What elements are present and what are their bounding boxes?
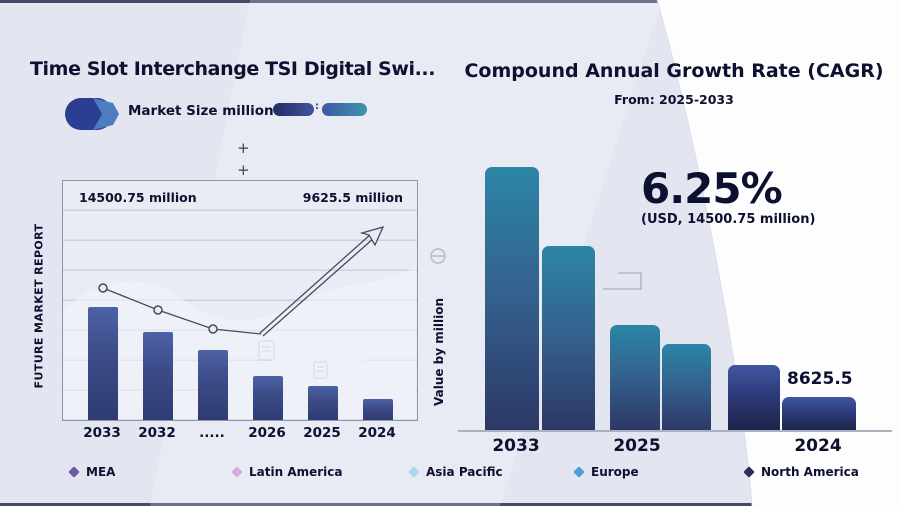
cagr-title: Compound Annual Growth Rate (CAGR) xyxy=(464,60,884,82)
trend-line xyxy=(102,233,375,337)
left-x-label-2: ..... xyxy=(199,425,225,441)
legend-item-label: Europe xyxy=(591,465,639,479)
legend-item-label: MEA xyxy=(86,465,116,479)
cagr-value: 6.25% xyxy=(641,164,783,213)
future-market-report-label: FUTURE MARKET REPORT xyxy=(32,223,46,389)
legend-item-label: Asia Pacific xyxy=(426,465,503,479)
left-x-label-5: 2024 xyxy=(358,425,396,441)
cagr-bar-2033-s1 xyxy=(485,167,539,431)
cagr-bar-2033-s2 xyxy=(542,246,595,431)
legend-item-label: North America xyxy=(761,465,859,479)
right-x-label-2025: 2025 xyxy=(613,436,661,456)
left-chart-panel: 14500.75 million 9625.5 million xyxy=(62,180,418,421)
cagr-bar-2025-s2 xyxy=(662,344,711,431)
right-x-label-2024: 2024 xyxy=(794,436,842,456)
left-x-axis: 2033 2032..... 2026 2025 2024 xyxy=(62,425,418,445)
plus-mark-bottom: + xyxy=(237,161,250,179)
plus-mark-top: + xyxy=(237,139,250,157)
cagr-subtitle: From: 2025-2033 xyxy=(614,92,734,107)
legend-pill-separator: : xyxy=(315,101,319,112)
step-bracket-line xyxy=(603,272,642,290)
legend-pill-dark xyxy=(273,103,314,116)
trend-markers xyxy=(98,283,218,334)
left-chart-bar-5 xyxy=(363,399,393,420)
arrow-head xyxy=(359,225,385,247)
cylinder-icon xyxy=(65,98,119,130)
value-callout-8625: 8625.5 xyxy=(787,369,853,389)
legend-pill-teal xyxy=(322,103,367,116)
left-chart-bar-3 xyxy=(253,376,283,420)
circle-minus-icon xyxy=(430,248,446,264)
value-axis-label: Value by million xyxy=(432,297,446,407)
cagr-bar-2025-s1 xyxy=(610,325,660,431)
start-value-label: 14500.75 million xyxy=(79,190,197,205)
market-size-legend-label: Market Size million xyxy=(128,103,274,119)
ghost-clipboard-icon xyxy=(258,340,328,379)
left-x-label-4: 2025 xyxy=(303,425,341,441)
end-value-label: 9625.5 million xyxy=(302,190,403,205)
cagr-bar-2024-s1 xyxy=(728,365,780,431)
legend-item-label: Latin America xyxy=(249,465,343,479)
right-chart-baseline xyxy=(458,430,892,432)
left-chart-bar-2 xyxy=(198,350,228,420)
left-chart-bar-0 xyxy=(88,307,118,420)
left-chart-bar-4 xyxy=(308,386,338,420)
left-chart-bar-1 xyxy=(143,332,173,420)
left-chart-title: Time Slot Interchange TSI Digital Swi... xyxy=(30,58,436,80)
left-x-label-3: 2026 xyxy=(248,425,286,441)
right-x-label-2033: 2033 xyxy=(492,436,540,456)
cagr-bar-2024-s2 xyxy=(782,397,856,431)
left-x-label-1: 2032 xyxy=(138,425,176,441)
cagr-detail: (USD, 14500.75 million) xyxy=(641,212,816,227)
left-x-label-0: 2033 xyxy=(83,425,121,441)
